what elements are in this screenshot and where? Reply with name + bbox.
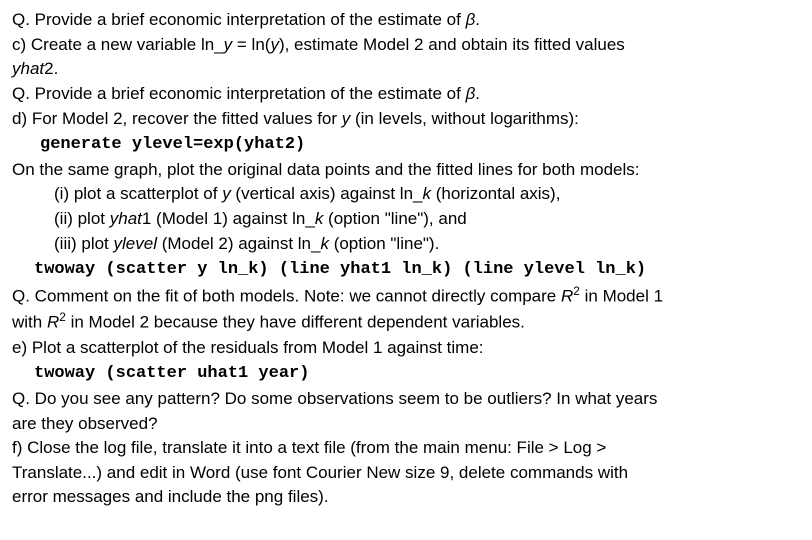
beta-symbol: β — [466, 10, 476, 29]
text: in Model 1 — [580, 287, 663, 306]
text: e) Plot a scatterplot of the residuals f… — [12, 338, 484, 357]
text: 2. — [44, 59, 58, 78]
question-line: Q. Provide a brief economic interpretati… — [12, 82, 800, 107]
text: with — [12, 313, 47, 332]
text: (option "line"), and — [323, 209, 466, 228]
question-fit-line1: Q. Comment on the fit of both models. No… — [12, 283, 800, 309]
text: (ii) plot — [54, 209, 110, 228]
var-k: k — [320, 234, 329, 253]
code-text: generate ylevel=exp(yhat2) — [40, 135, 305, 154]
var-ylevel: ylevel — [114, 234, 157, 253]
sub-ii: (ii) plot yhat1 (Model 1) against ln_k (… — [12, 207, 800, 232]
part-f-line3: error messages and include the png files… — [12, 485, 800, 510]
part-f-line1: f) Close the log file, translate it into… — [12, 436, 800, 461]
text: error messages and include the png files… — [12, 487, 329, 506]
text: Q. Do you see any pattern? Do some obser… — [12, 389, 657, 408]
code-generate: generate ylevel=exp(yhat2) — [12, 131, 800, 158]
text: (iii) plot — [54, 234, 114, 253]
text: (i) plot a scatterplot of — [54, 184, 222, 203]
var-y: y — [342, 109, 351, 128]
code-text: twoway (scatter y ln_k) (line yhat1 ln_k… — [34, 260, 646, 279]
document-body: Q. Provide a brief economic interpretati… — [0, 0, 812, 526]
text: On the same graph, plot the original dat… — [12, 160, 640, 179]
var-r: R — [47, 313, 59, 332]
superscript-2: 2 — [59, 310, 66, 324]
part-c-line2: yhat2. — [12, 57, 800, 82]
text: (in levels, without logarithms): — [350, 109, 579, 128]
sub-iii: (iii) plot ylevel (Model 2) against ln_k… — [12, 232, 800, 257]
text: in Model 2 because they have different d… — [66, 313, 525, 332]
part-d-line1: d) For Model 2, recover the fitted value… — [12, 107, 800, 132]
text: f) Close the log file, translate it into… — [12, 438, 606, 457]
text: d) For Model 2, recover the fitted value… — [12, 109, 342, 128]
var-k: k — [423, 184, 432, 203]
var-yhat: yhat — [12, 59, 44, 78]
question-pattern-line2: are they observed? — [12, 412, 800, 437]
text: 1 (Model 1) against ln_ — [142, 209, 315, 228]
var-r: R — [561, 287, 573, 306]
part-d-line2: On the same graph, plot the original dat… — [12, 158, 800, 183]
var-y: y — [222, 184, 231, 203]
text: (vertical axis) against ln_ — [231, 184, 423, 203]
question-pattern-line1: Q. Do you see any pattern? Do some obser… — [12, 387, 800, 412]
var-y: y — [224, 35, 233, 54]
code-text: twoway (scatter uhat1 year) — [34, 364, 309, 383]
text: Translate...) and edit in Word (use font… — [12, 463, 628, 482]
text: (Model 2) against ln_ — [157, 234, 320, 253]
var-y: y — [270, 35, 279, 54]
text: Q. Comment on the fit of both models. No… — [12, 287, 561, 306]
text: . — [475, 10, 480, 29]
beta-symbol: β — [466, 84, 476, 103]
text: = ln( — [232, 35, 270, 54]
question-line: Q. Provide a brief economic interpretati… — [12, 8, 800, 33]
part-e-line: e) Plot a scatterplot of the residuals f… — [12, 336, 800, 361]
text: (horizontal axis), — [431, 184, 560, 203]
question-fit-line2: with R2 in Model 2 because they have dif… — [12, 309, 800, 335]
code-twoway-1: twoway (scatter y ln_k) (line yhat1 ln_k… — [12, 256, 800, 283]
superscript-2: 2 — [573, 284, 580, 298]
part-f-line2: Translate...) and edit in Word (use font… — [12, 461, 800, 486]
code-twoway-2: twoway (scatter uhat1 year) — [12, 360, 800, 387]
text: . — [475, 84, 480, 103]
text: (option "line"). — [329, 234, 439, 253]
text: c) Create a new variable ln_ — [12, 35, 224, 54]
text: are they observed? — [12, 414, 158, 433]
text: ), estimate Model 2 and obtain its fitte… — [279, 35, 625, 54]
var-yhat: yhat — [110, 209, 142, 228]
sub-i: (i) plot a scatterplot of y (vertical ax… — [12, 182, 800, 207]
text: Q. Provide a brief economic interpretati… — [12, 10, 466, 29]
part-c-line1: c) Create a new variable ln_y = ln(y), e… — [12, 33, 800, 58]
text: Q. Provide a brief economic interpretati… — [12, 84, 466, 103]
